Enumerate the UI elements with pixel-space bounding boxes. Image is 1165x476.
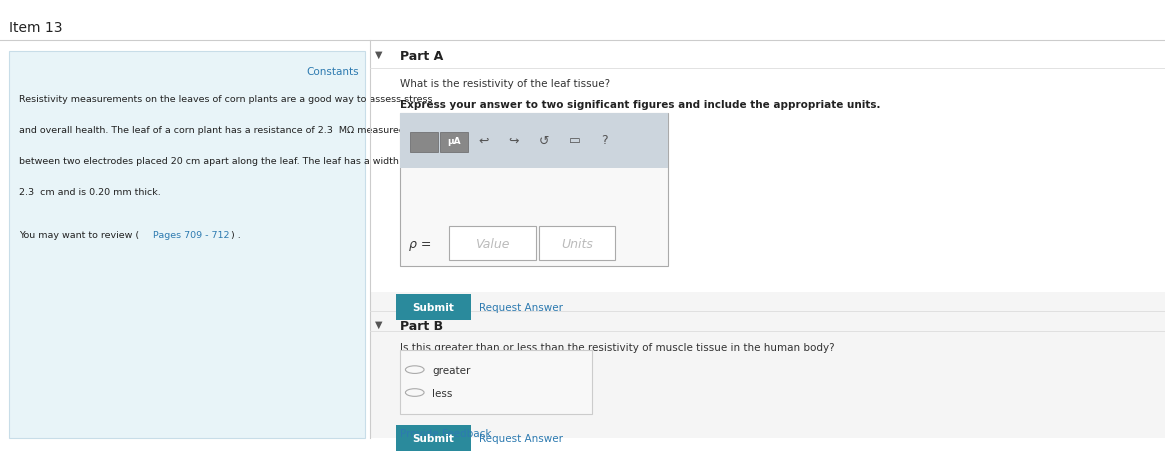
Text: Submit: Submit bbox=[412, 433, 454, 443]
Text: ↪: ↪ bbox=[508, 134, 520, 147]
Text: Constants: Constants bbox=[306, 67, 359, 77]
Text: What is the resistivity of the leaf tissue?: What is the resistivity of the leaf tiss… bbox=[400, 79, 609, 89]
FancyBboxPatch shape bbox=[396, 294, 471, 320]
Text: Part A: Part A bbox=[400, 50, 443, 63]
Text: μA: μA bbox=[447, 137, 461, 146]
FancyBboxPatch shape bbox=[400, 350, 592, 414]
FancyBboxPatch shape bbox=[410, 133, 438, 152]
Text: 2.3  cm and is 0.20 mm thick.: 2.3 cm and is 0.20 mm thick. bbox=[19, 188, 161, 197]
Text: Resistivity measurements on the leaves of corn plants are a good way to assess s: Resistivity measurements on the leaves o… bbox=[19, 95, 432, 104]
Text: ▼: ▼ bbox=[375, 50, 382, 60]
Text: ↩: ↩ bbox=[478, 134, 489, 147]
FancyBboxPatch shape bbox=[396, 425, 471, 451]
FancyBboxPatch shape bbox=[370, 293, 1165, 438]
Text: Express your answer to two significant figures and include the appropriate units: Express your answer to two significant f… bbox=[400, 100, 880, 110]
Text: ?: ? bbox=[601, 134, 608, 147]
Text: ρ =: ρ = bbox=[409, 237, 431, 250]
Text: Item 13: Item 13 bbox=[9, 21, 63, 35]
FancyBboxPatch shape bbox=[440, 133, 468, 152]
Text: You may want to review (: You may want to review ( bbox=[19, 231, 139, 240]
Text: Is this greater than or less than the resistivity of muscle tissue in the human : Is this greater than or less than the re… bbox=[400, 343, 834, 353]
Text: Part B: Part B bbox=[400, 319, 443, 332]
Text: ) .: ) . bbox=[231, 231, 240, 240]
Text: less: less bbox=[432, 388, 452, 397]
Text: and overall health. The leaf of a corn plant has a resistance of 2.3  MΩ measure: and overall health. The leaf of a corn p… bbox=[19, 126, 404, 135]
Text: between two electrodes placed 20 cm apart along the leaf. The leaf has a width o: between two electrodes placed 20 cm apar… bbox=[19, 157, 410, 166]
Text: Request Answer: Request Answer bbox=[479, 433, 563, 443]
Text: ↺: ↺ bbox=[538, 134, 550, 147]
FancyBboxPatch shape bbox=[400, 114, 668, 169]
Text: Units: Units bbox=[562, 237, 593, 250]
Text: Value: Value bbox=[475, 237, 509, 250]
Text: Request Answer: Request Answer bbox=[479, 302, 563, 312]
Text: Provide Feedback: Provide Feedback bbox=[400, 428, 492, 438]
FancyBboxPatch shape bbox=[449, 227, 536, 261]
FancyBboxPatch shape bbox=[539, 227, 615, 261]
FancyBboxPatch shape bbox=[400, 114, 668, 267]
FancyBboxPatch shape bbox=[9, 52, 365, 438]
Text: ▼: ▼ bbox=[375, 319, 382, 329]
Text: greater: greater bbox=[432, 365, 471, 375]
Text: Submit: Submit bbox=[412, 302, 454, 312]
Text: Pages 709 - 712: Pages 709 - 712 bbox=[153, 231, 230, 240]
Text: ▭: ▭ bbox=[569, 134, 580, 147]
